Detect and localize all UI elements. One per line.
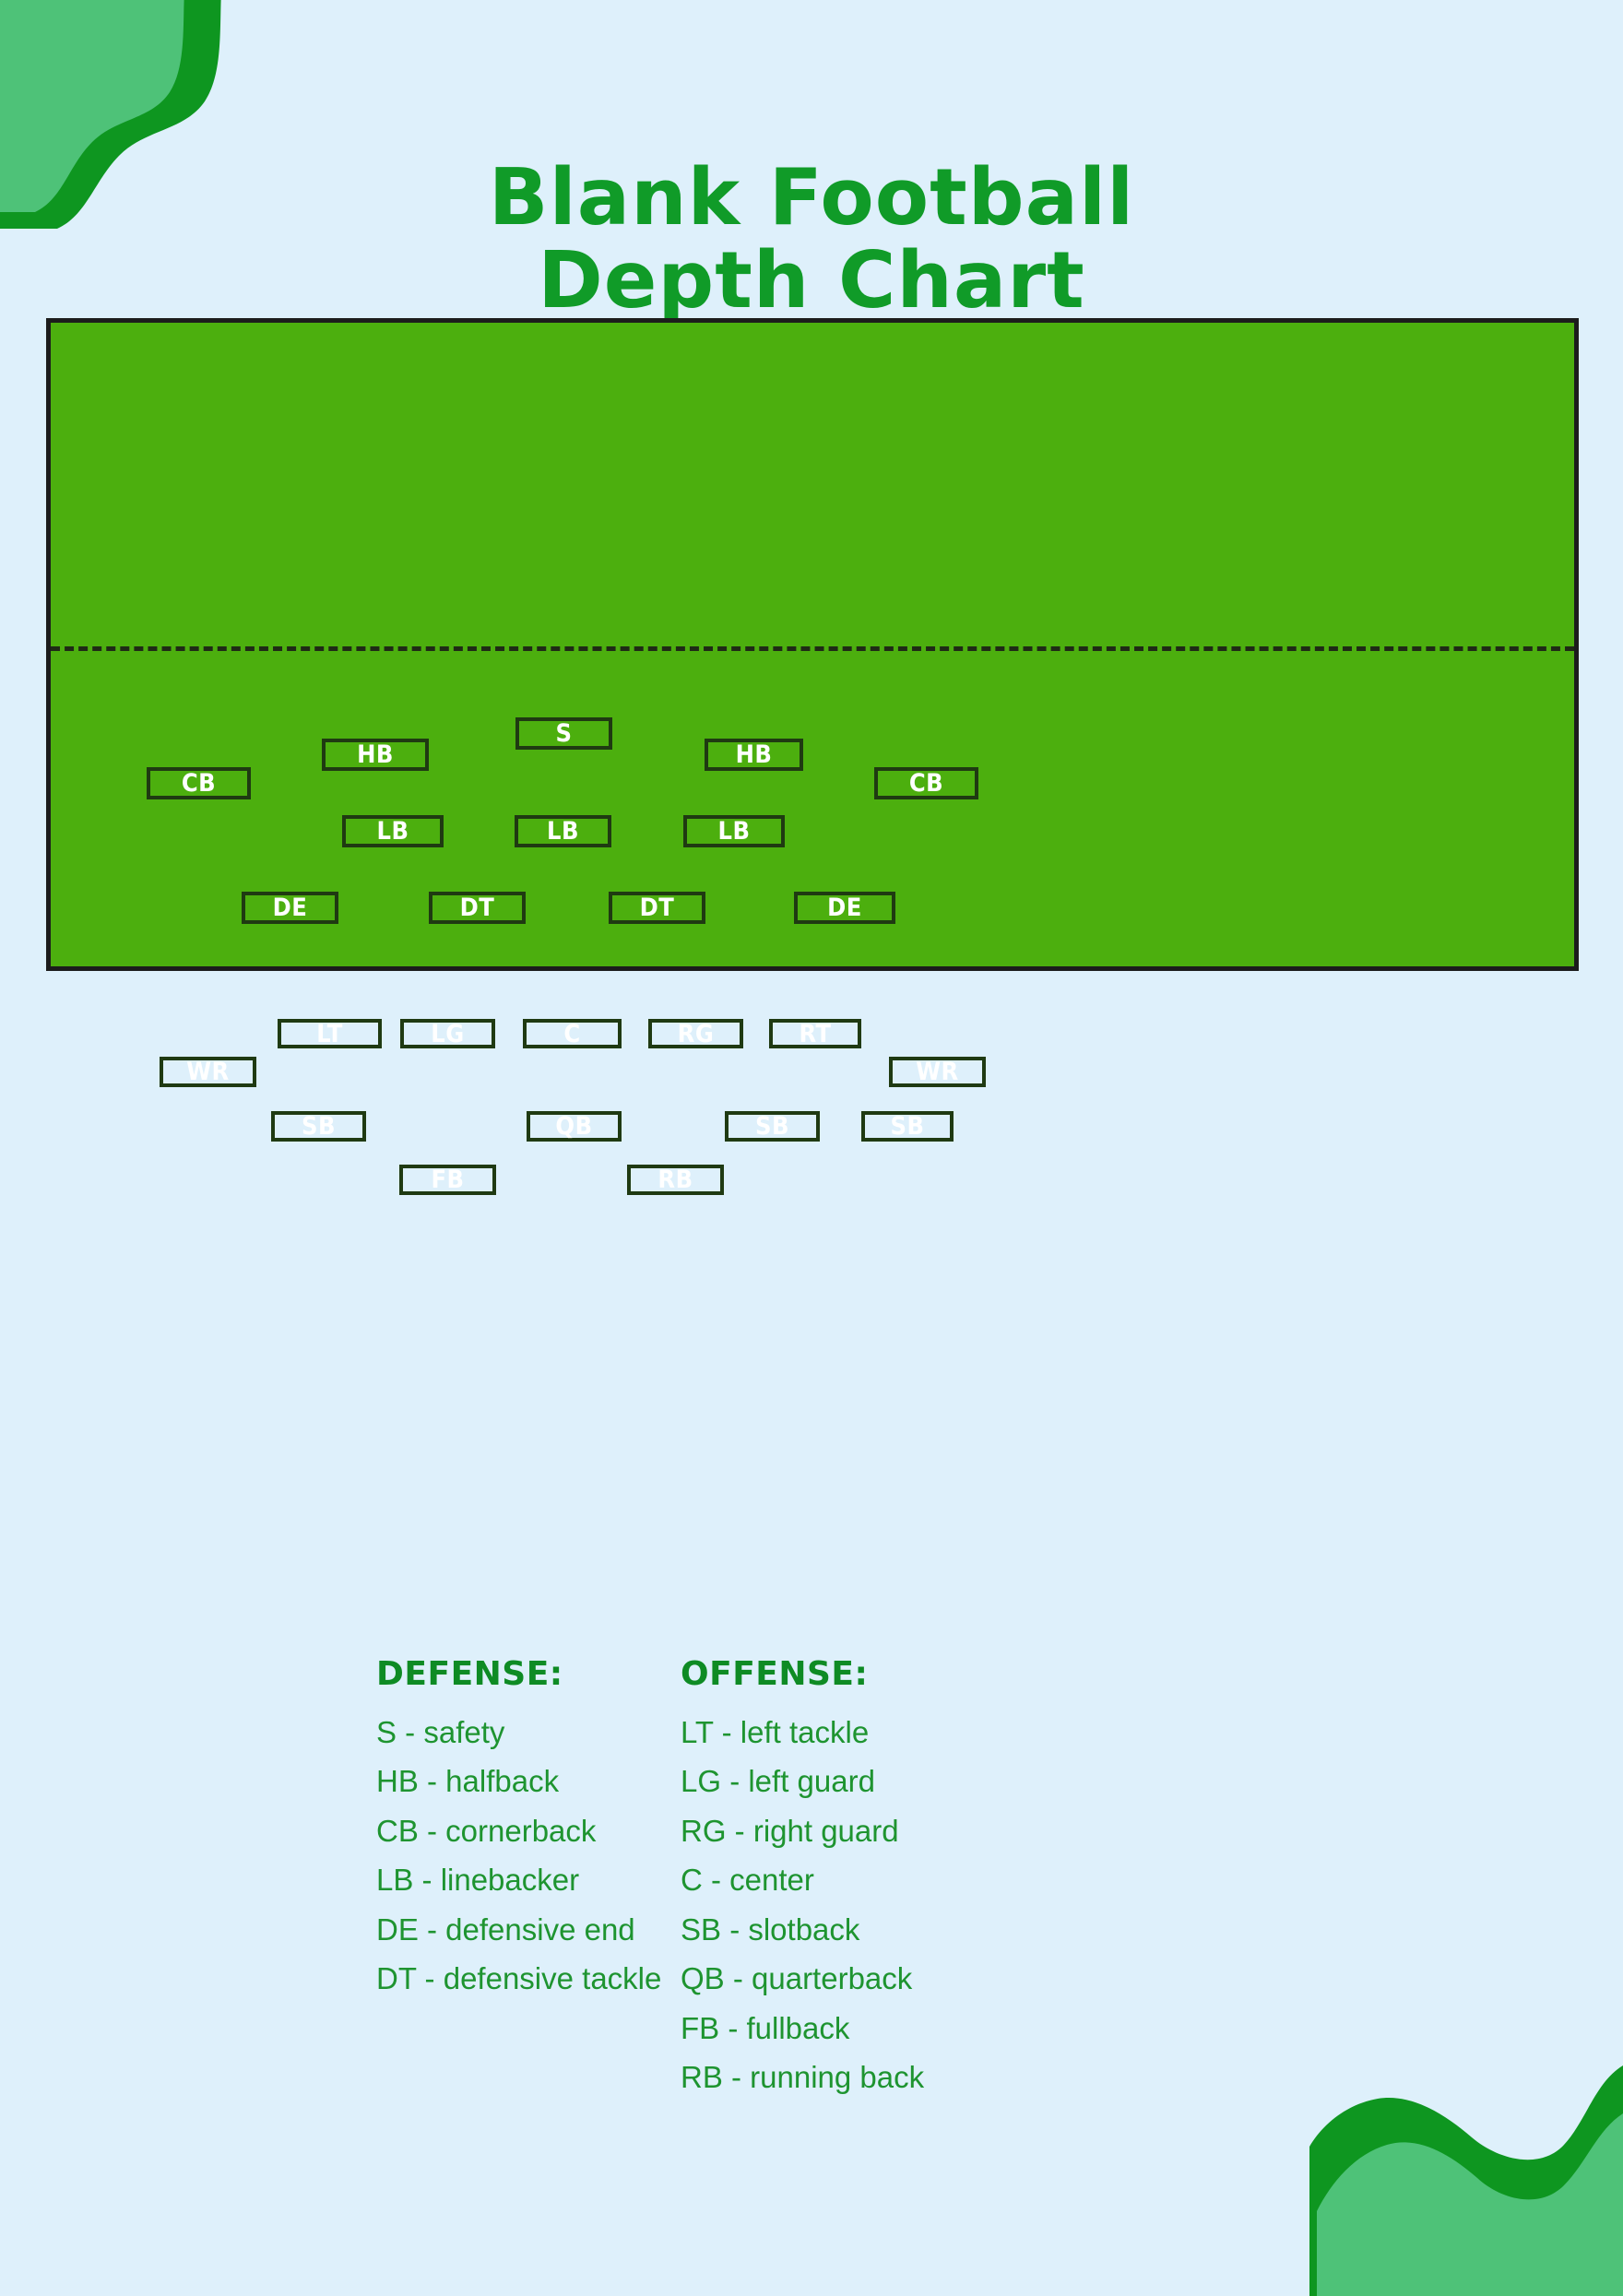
position-box-offense-c-2[interactable]: C: [523, 1019, 622, 1048]
legend-heading-defense: DEFENSE:: [376, 1655, 563, 1693]
position-box-offense-sb-10[interactable]: SB: [861, 1111, 954, 1142]
position-box-defense-lb-6[interactable]: LB: [515, 815, 611, 847]
position-box-offense-qb-8[interactable]: QB: [527, 1111, 622, 1142]
position-box-offense-sb-9[interactable]: SB: [725, 1111, 820, 1142]
position-box-offense-fb-11[interactable]: FB: [399, 1165, 496, 1195]
legend-item-offense-0: LT - left tackle: [681, 1715, 870, 1749]
legend-column-offense: OFFENSE: LT - left tackle LG - left guard…: [681, 1655, 985, 2102]
position-box-defense-dt-10[interactable]: DT: [609, 892, 705, 924]
position-box-defense-lb-5[interactable]: LB: [342, 815, 444, 847]
position-box-defense-cb-4[interactable]: CB: [874, 767, 978, 799]
line-of-scrimmage: [51, 646, 1574, 651]
legend-item-offense-7: RB - running back: [681, 2060, 925, 2095]
legend-items-defense: S - safety HB - halfback CB - cornerback LB…: [376, 1708, 681, 2004]
legend-item-defense-4: DE - defensive end: [376, 1911, 635, 1947]
position-box-defense-dt-9[interactable]: DT: [429, 892, 526, 924]
legend-item-defense-0: S - safety: [376, 1715, 505, 1749]
position-box-offense-wr-6[interactable]: WR: [889, 1057, 986, 1087]
legend-item-defense-1: HB - halfback: [376, 1764, 560, 1799]
position-box-offense-wr-5[interactable]: WR: [160, 1057, 256, 1087]
position-box-defense-de-11[interactable]: DE: [794, 892, 895, 924]
page-title-line-1: Blank Football: [488, 152, 1135, 243]
legend-item-offense-5: QB - quarterback: [681, 1961, 913, 1996]
position-box-defense-lb-7[interactable]: LB: [683, 815, 785, 847]
legend: DEFENSE: S - safety HB - halfback CB - cor…: [0, 1655, 1623, 2102]
position-box-offense-rt-4[interactable]: RT: [769, 1019, 861, 1048]
legend-item-offense-6: FB - fullback: [681, 2010, 850, 2045]
page-title-line-2: Depth Chart: [538, 235, 1085, 327]
legend-item-offense-4: SB - slotback: [681, 1911, 860, 1947]
position-box-defense-hb-1[interactable]: HB: [322, 739, 429, 771]
football-field: S HB HB CB CB LB LB LB DE DT DT DE LT LG C RG RT WR WR SB Q…: [46, 318, 1579, 1195]
legend-item-defense-2: CB - cornerback: [376, 1813, 597, 1848]
position-box-defense-s-0[interactable]: S: [515, 717, 612, 750]
position-box-defense-cb-3[interactable]: CB: [147, 767, 251, 799]
legend-item-offense-1: LG - left guard: [681, 1764, 875, 1799]
position-box-defense-de-8[interactable]: DE: [242, 892, 338, 924]
page-title: Blank Football Depth Chart: [0, 152, 1623, 327]
legend-items-offense: LT - left tackle LG - left guard RG - righ…: [681, 1708, 985, 2102]
legend-heading-offense: OFFENSE:: [681, 1655, 869, 1693]
position-box-offense-rb-12[interactable]: RB: [627, 1165, 724, 1195]
legend-item-offense-3: C - center: [681, 1863, 814, 1898]
position-box-defense-hb-2[interactable]: HB: [705, 739, 803, 771]
position-box-offense-lg-1[interactable]: LG: [400, 1019, 495, 1048]
position-box-offense-lt-0[interactable]: LT: [278, 1019, 382, 1048]
legend-column-defense: DEFENSE: S - safety HB - halfback CB - cor…: [376, 1655, 681, 2102]
legend-item-offense-2: RG - right guard: [681, 1813, 899, 1848]
legend-item-defense-3: LB - linebacker: [376, 1863, 580, 1898]
position-box-offense-rg-3[interactable]: RG: [648, 1019, 743, 1048]
position-box-offense-sb-7[interactable]: SB: [271, 1111, 366, 1142]
legend-item-defense-5: DT - defensive tackle: [376, 1961, 662, 1996]
